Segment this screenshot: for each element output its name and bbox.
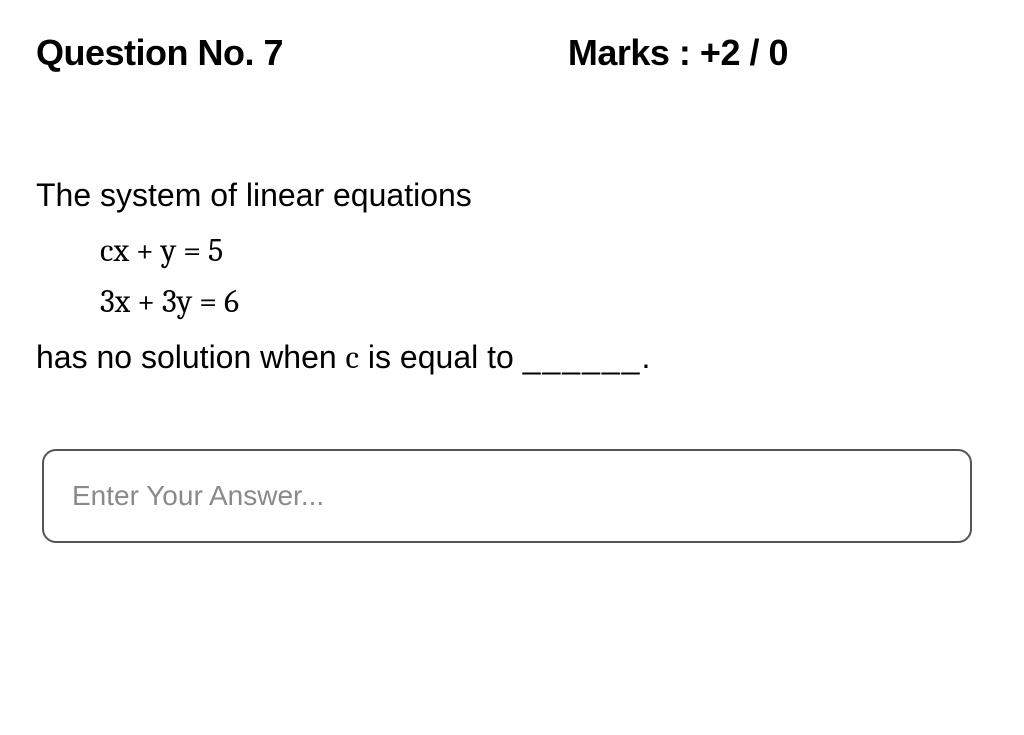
- equation-1: cx + y = 5: [100, 225, 988, 276]
- marks-label: Marks : +2 / 0: [568, 32, 788, 74]
- tail-end: .: [641, 339, 650, 375]
- question-number-label: Question No. 7: [36, 32, 283, 74]
- question-body: The system of linear equations cx + y = …: [36, 174, 988, 379]
- question-intro: The system of linear equations: [36, 174, 988, 217]
- question-header: Question No. 7 Marks : +2 / 0: [36, 32, 988, 74]
- tail-variable: c: [346, 339, 359, 376]
- answer-field-wrapper[interactable]: [42, 449, 972, 543]
- equation-2: 3x + 3y = 6: [100, 276, 988, 327]
- equations-block: cx + y = 5 3x + 3y = 6: [100, 225, 988, 327]
- question-tail: has no solution when c is equal to _____…: [36, 336, 988, 379]
- tail-post: is equal to: [359, 339, 523, 375]
- tail-pre: has no solution when: [36, 339, 346, 375]
- blank-placeholder: ______: [523, 339, 642, 375]
- answer-input[interactable]: [72, 451, 942, 541]
